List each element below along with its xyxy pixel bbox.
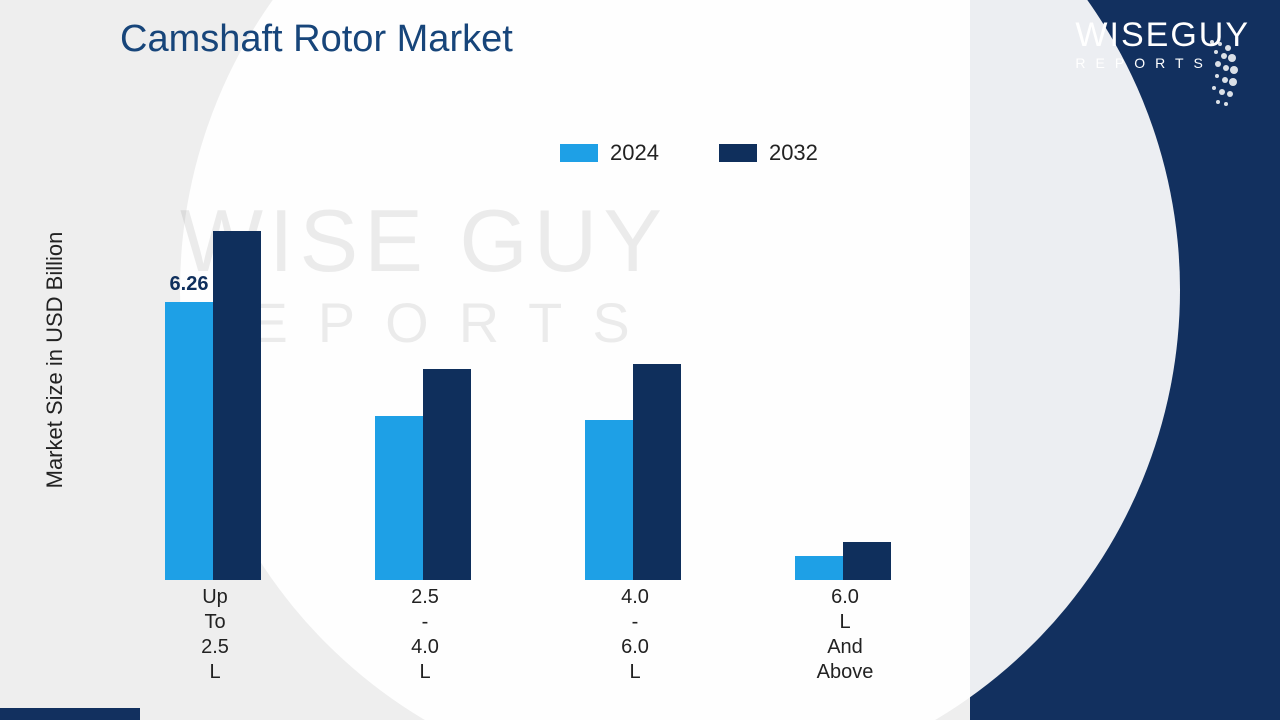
legend-label-2032: 2032	[769, 140, 818, 166]
bar	[165, 302, 213, 580]
bar-chart: Up To 2.5 L2.5 - 4.0 L4.0 - 6.0 L6.0 L A…	[105, 180, 925, 580]
bar	[375, 416, 423, 580]
legend-item-2024: 2024	[560, 140, 659, 166]
bar	[585, 420, 633, 580]
bar	[213, 231, 261, 580]
bar	[423, 369, 471, 580]
chart-title: Camshaft Rotor Market	[120, 18, 513, 61]
brand-head-icon	[1178, 38, 1238, 118]
category-label: 2.5 - 4.0 L	[365, 585, 485, 685]
brand-logo: WISEGUY REPORTS	[1075, 18, 1250, 70]
value-label: 6.26	[170, 273, 209, 296]
legend-label-2024: 2024	[610, 140, 659, 166]
bar	[633, 364, 681, 580]
bar	[795, 556, 843, 580]
category-label: 6.0 L And Above	[785, 585, 905, 685]
legend-item-2032: 2032	[719, 140, 818, 166]
legend-swatch-2032	[719, 144, 757, 162]
report-canvas: WISE GUY REPORTS WISEGUY REPORTS Camshaf…	[0, 0, 1280, 720]
y-axis-label: Market Size in USD Billion	[42, 232, 68, 489]
legend-swatch-2024	[560, 144, 598, 162]
category-label: 4.0 - 6.0 L	[575, 585, 695, 685]
bar	[843, 542, 891, 580]
legend: 2024 2032	[560, 140, 818, 166]
footer-accent-bar	[0, 708, 140, 720]
category-label: Up To 2.5 L	[155, 585, 275, 685]
